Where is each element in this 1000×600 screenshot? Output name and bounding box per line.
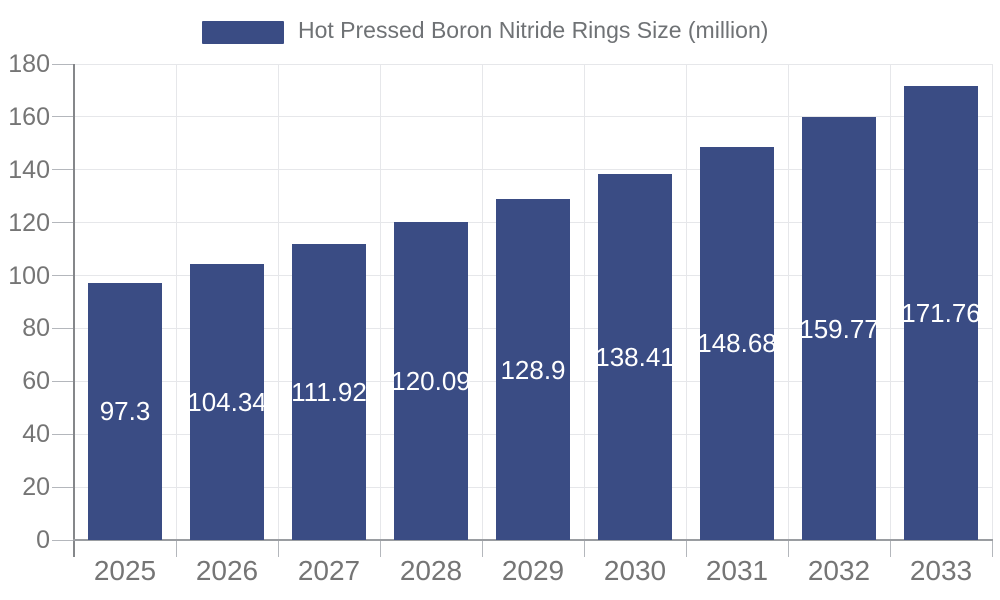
bar[interactable] xyxy=(88,282,162,540)
x-axis-tick xyxy=(379,540,381,557)
v-gridline xyxy=(277,64,279,540)
x-axis-tick xyxy=(481,540,483,557)
y-axis-tick-label: 20 xyxy=(22,473,50,502)
x-axis-tick xyxy=(787,540,789,557)
v-gridline xyxy=(175,64,177,540)
v-gridline xyxy=(481,64,483,540)
y-axis-tick-label: 60 xyxy=(22,367,50,396)
v-gridline xyxy=(889,64,891,540)
y-axis-tick-label: 140 xyxy=(8,155,50,184)
x-axis-category-label: 2027 xyxy=(297,555,361,586)
bar[interactable] xyxy=(802,117,876,540)
bar-value-label: 120.09 xyxy=(391,366,471,397)
x-axis-category-label: 2032 xyxy=(807,555,871,586)
bar[interactable] xyxy=(700,146,774,540)
x-axis-tick xyxy=(583,540,585,557)
bar[interactable] xyxy=(190,264,264,540)
h-gridline xyxy=(74,63,992,65)
y-axis-tick xyxy=(52,486,74,488)
x-axis-tick xyxy=(991,540,993,557)
x-axis-category-label: 2031 xyxy=(705,555,769,586)
bar-value-label: 97.3 xyxy=(99,396,151,427)
x-axis-line xyxy=(73,539,993,541)
x-axis-category-label: 2028 xyxy=(399,555,463,586)
y-axis-tick-label: 160 xyxy=(8,102,50,131)
bar-value-label: 138.41 xyxy=(595,341,675,372)
x-axis-category-label: 2030 xyxy=(603,555,667,586)
v-gridline xyxy=(991,64,993,540)
v-gridline xyxy=(379,64,381,540)
x-axis-category-label: 2026 xyxy=(195,555,259,586)
bar-value-label: 171.76 xyxy=(901,297,981,328)
x-axis-tick xyxy=(175,540,177,557)
legend-label: Hot Pressed Boron Nitride Rings Size (mi… xyxy=(298,17,769,43)
legend-swatch-icon xyxy=(202,20,284,44)
bar-value-label: 111.92 xyxy=(291,377,367,408)
y-axis-tick xyxy=(52,222,74,224)
x-axis-tick xyxy=(277,540,279,557)
legend[interactable]: Hot Pressed Boron Nitride Rings Size (mi… xyxy=(202,17,768,44)
y-axis-tick xyxy=(52,433,74,435)
bar[interactable] xyxy=(904,85,978,540)
y-axis-tick-label: 180 xyxy=(8,50,50,78)
y-axis-line xyxy=(73,64,75,557)
h-gridline xyxy=(74,116,992,118)
h-gridline xyxy=(74,169,992,171)
y-axis-tick xyxy=(52,169,74,171)
bar-value-label: 104.34 xyxy=(187,387,267,418)
v-gridline xyxy=(583,64,585,540)
bar[interactable] xyxy=(292,244,366,540)
x-axis-tick xyxy=(889,540,891,557)
y-axis-tick xyxy=(52,327,74,329)
y-axis-tick xyxy=(52,63,74,65)
y-axis-tick xyxy=(52,116,74,118)
bar[interactable] xyxy=(394,222,468,540)
x-axis-tick xyxy=(685,540,687,557)
bar-value-label: 148.68 xyxy=(697,328,777,359)
bar[interactable] xyxy=(496,199,570,540)
x-axis-category-label: 2025 xyxy=(93,555,157,586)
y-axis-tick xyxy=(52,275,74,277)
v-gridline xyxy=(685,64,687,540)
x-axis-category-label: 2033 xyxy=(909,555,973,586)
y-axis-tick-label: 80 xyxy=(22,314,50,343)
y-axis-tick-label: 40 xyxy=(22,420,50,449)
bar[interactable] xyxy=(598,173,672,540)
y-axis-tick xyxy=(52,380,74,382)
y-axis-tick-label: 120 xyxy=(8,208,50,237)
v-gridline xyxy=(787,64,789,540)
x-axis-category-label: 2029 xyxy=(501,555,565,586)
y-axis-tick-label: 100 xyxy=(8,261,50,290)
bar-value-label: 128.9 xyxy=(500,354,566,385)
y-axis-tick-label: 0 xyxy=(36,526,50,554)
y-axis-tick xyxy=(52,539,74,541)
bar-value-label: 159.77 xyxy=(799,313,879,344)
